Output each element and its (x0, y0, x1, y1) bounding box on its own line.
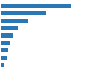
Bar (1, 41, 10, 45)
Bar (1, 26, 18, 30)
Bar (1, 11, 46, 15)
Bar (1, 63, 4, 67)
Bar (1, 4, 71, 8)
Bar (1, 19, 28, 23)
Bar (1, 56, 6, 60)
Bar (1, 48, 8, 52)
Bar (1, 33, 13, 38)
